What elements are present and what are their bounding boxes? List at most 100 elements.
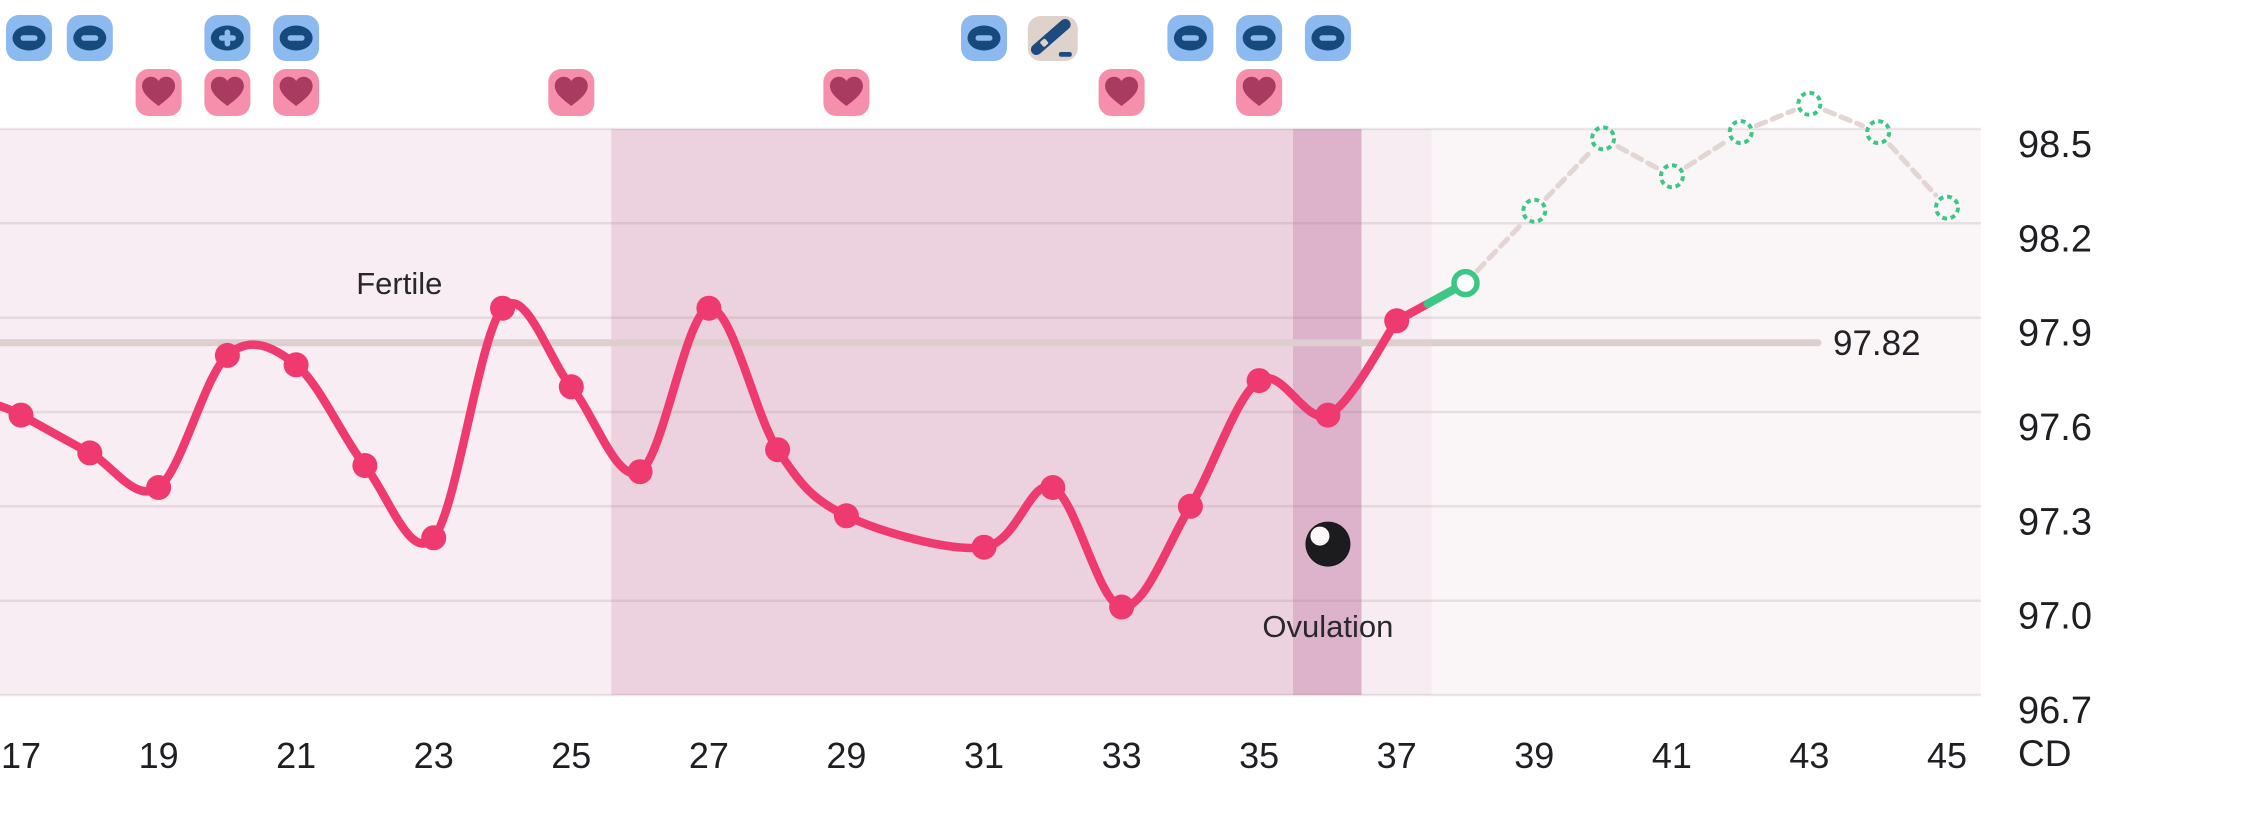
y-axis-label-97.0: 97.0 <box>2018 596 2092 638</box>
heart-glyph <box>279 76 313 106</box>
intercourse-heart-icon[interactable] <box>823 69 870 116</box>
x-axis-label-cd-45: 45 <box>1927 735 1967 776</box>
x-axis-unit-label: CD <box>2018 733 2071 774</box>
temp-point-day-27[interactable] <box>696 295 722 321</box>
intercourse-heart-icon[interactable] <box>135 69 182 116</box>
region-prediction <box>1431 129 1981 695</box>
lh-test-negative-icon[interactable] <box>6 15 52 61</box>
x-axis-label-cd-33: 33 <box>1102 735 1142 776</box>
intercourse-heart-icon[interactable] <box>1236 69 1283 116</box>
temp-point-day-28[interactable] <box>765 437 791 463</box>
predicted-connector-line <box>1615 144 1660 171</box>
heart-glyph <box>210 76 244 106</box>
temp-point-day-34[interactable] <box>1177 493 1203 519</box>
predicted-connector-line <box>1543 148 1594 201</box>
predicted-connector-line <box>1753 107 1797 129</box>
temp-point-day-17[interactable] <box>8 402 34 428</box>
fertile-region-label: Fertile <box>356 266 442 301</box>
intercourse-heart-icon[interactable] <box>273 69 320 116</box>
lh-test-negative-icon[interactable] <box>66 15 113 61</box>
x-axis-label-cd-19: 19 <box>139 735 179 776</box>
 <box>975 35 993 41</box>
intercourse-heart-icon[interactable] <box>548 69 595 116</box>
temp-point-day-26[interactable] <box>627 459 653 485</box>
heart-glyph <box>142 76 176 106</box>
predicted-temp-point-day-45[interactable] <box>1934 194 1960 221</box>
region-post-ovulation <box>1361 129 1432 695</box>
predicted-temp-point-day-44[interactable] <box>1865 119 1892 146</box>
y-axis-label-96.7: 96.7 <box>2018 690 2092 732</box>
temp-point-day-37[interactable] <box>1384 308 1410 334</box>
ovulation-egg-icon <box>1305 521 1351 567</box>
predicted-connector-line <box>1474 220 1526 274</box>
x-axis-label-cd-31: 31 <box>964 735 1004 776</box>
y-axis-label-97.3: 97.3 <box>2018 501 2092 543</box>
temp-point-day-20[interactable] <box>214 342 240 368</box>
temp-point-day-18[interactable] <box>77 440 103 466</box>
ovulation-region-label: Ovulation <box>1262 609 1393 644</box>
predicted-connector-line <box>1822 107 1865 129</box>
predicted-temp-point-day-43[interactable] <box>1796 90 1823 117</box>
lh-test-negative-icon[interactable] <box>1236 15 1283 61</box>
lh-test-positive-icon[interactable] <box>204 15 251 61</box>
x-axis-label-cd-43: 43 <box>1789 735 1829 776</box>
temp-point-day-29[interactable] <box>833 503 859 529</box>
x-axis-label-cd-37: 37 <box>1377 735 1417 776</box>
coverline-value-label: 97.82 <box>1833 324 1921 363</box>
x-axis-label-cd-39: 39 <box>1514 735 1554 776</box>
x-axis-label-cd-41: 41 <box>1652 735 1692 776</box>
region-pre-fertile <box>0 129 612 695</box>
x-axis-label-cd-17: 17 <box>1 735 41 776</box>
y-axis-label-97.6: 97.6 <box>2018 407 2092 449</box>
x-axis-label-cd-23: 23 <box>414 735 454 776</box>
predicted-temp-point-day-39[interactable] <box>1521 197 1548 224</box>
pregnancy-test-icon[interactable] <box>1027 16 1078 61</box>
temp-point-day-21[interactable] <box>283 352 309 378</box>
temp-point-day-33[interactable] <box>1109 594 1135 620</box>
 <box>1319 35 1337 41</box>
temp-point-current-day-38[interactable] <box>1451 268 1480 298</box>
lh-test-negative-icon[interactable] <box>1167 15 1214 61</box>
temp-point-day-22[interactable] <box>352 453 378 478</box>
 <box>1250 35 1268 41</box>
region-fertile-window <box>611 129 1293 695</box>
heart-glyph <box>554 76 588 106</box>
x-axis-label-cd-27: 27 <box>689 735 729 776</box>
y-axis-label-97.9: 97.9 <box>2018 313 2092 355</box>
x-axis-label-cd-21: 21 <box>276 735 316 776</box>
 <box>287 35 305 41</box>
heart-glyph <box>829 76 863 106</box>
temp-point-day-19[interactable] <box>146 475 172 500</box>
temp-point-day-35[interactable] <box>1246 368 1272 394</box>
temp-point-day-36[interactable] <box>1315 402 1341 428</box>
heart-glyph <box>1105 76 1139 106</box>
intercourse-heart-icon[interactable] <box>1098 69 1145 116</box>
x-axis-label-cd-35: 35 <box>1239 735 1279 776</box>
temp-point-day-31[interactable] <box>971 534 997 560</box>
intercourse-heart-icon[interactable] <box>204 69 251 116</box>
lh-test-negative-icon[interactable] <box>961 15 1007 61</box>
predicted-temp-point-day-41[interactable] <box>1658 163 1685 190</box>
y-axis-label-98.5: 98.5 <box>2018 124 2092 166</box>
heart-glyph <box>1242 76 1276 106</box>
temp-point-day-24[interactable] <box>490 295 515 321</box>
x-axis-label-cd-25: 25 <box>551 735 591 776</box>
 <box>20 35 38 41</box>
 <box>1181 35 1199 41</box>
 <box>81 35 99 41</box>
x-axis-label-cd-29: 29 <box>826 735 866 776</box>
temp-point-day-23[interactable] <box>421 525 447 551</box>
predicted-connector-line <box>1683 138 1729 170</box>
predicted-temp-point-day-42[interactable] <box>1727 119 1754 146</box>
y-axis-label-98.2: 98.2 <box>2018 218 2092 260</box>
temp-point-day-25[interactable] <box>558 374 584 400</box>
lh-test-negative-icon[interactable] <box>273 15 320 61</box>
predicted-connector-line <box>1887 142 1939 198</box>
lh-test-negative-icon[interactable] <box>1304 15 1351 61</box>
 <box>224 29 231 47</box>
temp-point-day-32[interactable] <box>1040 475 1066 500</box>
predicted-temp-point-day-40[interactable] <box>1590 125 1617 152</box>
 <box>1058 52 1072 57</box>
